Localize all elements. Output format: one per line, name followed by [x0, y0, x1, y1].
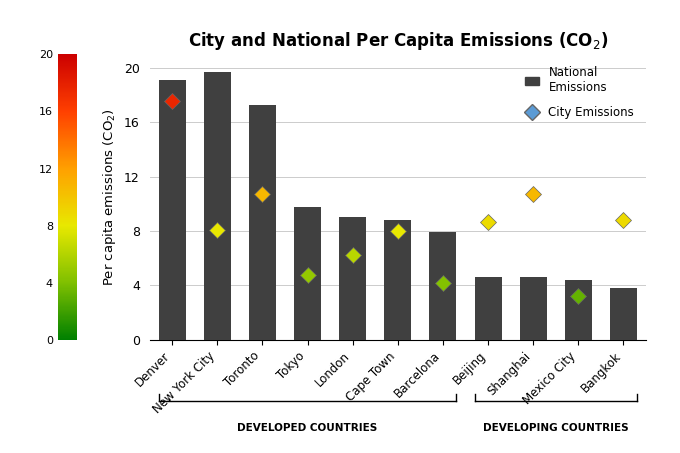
Bar [158, 80, 186, 340]
Bar [204, 72, 231, 340]
Y-axis label: Per capita emissions (CO$_2$): Per capita emissions (CO$_2$) [101, 108, 118, 286]
Bar [520, 277, 547, 340]
Bar [610, 288, 637, 340]
Bar [294, 207, 321, 340]
Bar [429, 232, 456, 340]
Text: DEVELOPED COUNTRIES: DEVELOPED COUNTRIES [237, 423, 377, 433]
Text: DEVELOPING COUNTRIES: DEVELOPING COUNTRIES [483, 423, 628, 433]
Bar [249, 105, 276, 340]
Title: City and National Per Capita Emissions (CO$_2$): City and National Per Capita Emissions (… [188, 30, 608, 52]
Legend: National
Emissions, City Emissions: National Emissions, City Emissions [519, 60, 640, 125]
Bar [339, 217, 367, 340]
Bar [475, 277, 502, 340]
Bar [384, 220, 411, 340]
Bar [565, 280, 592, 340]
